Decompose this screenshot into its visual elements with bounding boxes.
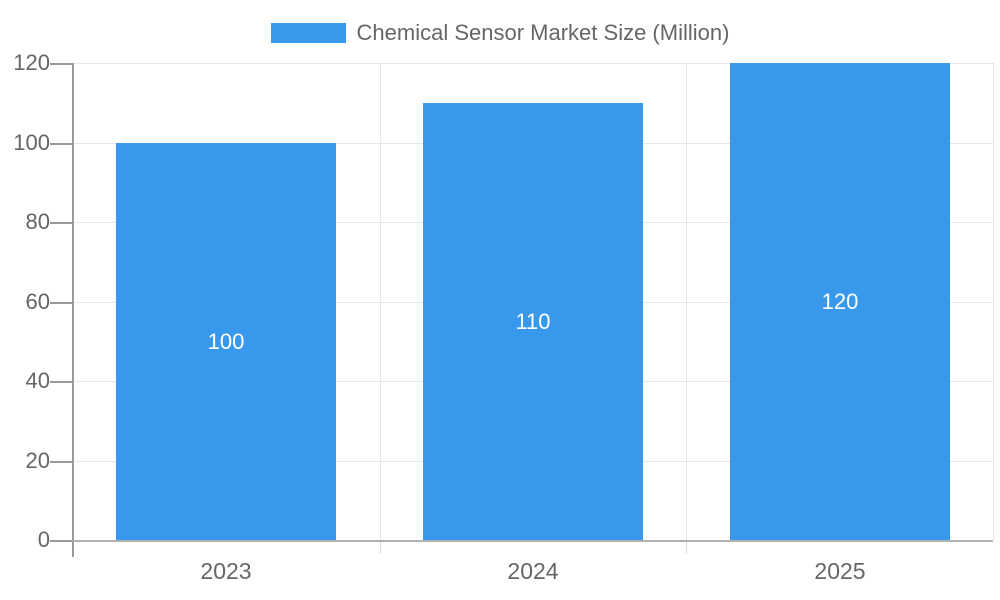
y-axis-tick [50, 540, 73, 542]
legend-label: Chemical Sensor Market Size (Million) [356, 20, 730, 45]
bar-value-label: 110 [515, 309, 551, 334]
y-axis-label: 40 [25, 368, 50, 393]
y-axis-tick [50, 302, 73, 304]
y-axis-label: 100 [13, 130, 50, 155]
y-gridline [73, 63, 993, 64]
bar-value-label: 100 [207, 329, 245, 354]
x-gridline [380, 63, 381, 540]
legend-swatch [270, 23, 346, 43]
x-axis-label: 2025 [814, 558, 866, 584]
y-axis-tick [50, 143, 73, 145]
y-axis-tick [50, 381, 73, 383]
bar[interactable] [116, 143, 336, 540]
x-axis-label: 2023 [200, 558, 252, 584]
y-axis-label: 20 [25, 448, 50, 473]
y-axis-label: 0 [37, 527, 50, 552]
x-axis-label: 2024 [507, 558, 559, 584]
bar[interactable] [730, 63, 950, 540]
legend: Chemical Sensor Market Size (Million) [0, 18, 1000, 48]
x-axis-tick [686, 542, 687, 554]
y-axis-label: 120 [13, 50, 50, 75]
plot-right-border [993, 63, 994, 540]
bar-value-label: 120 [821, 289, 859, 314]
bar[interactable] [423, 103, 643, 540]
y-axis-tick [50, 63, 73, 65]
y-axis-label: 60 [25, 289, 50, 314]
y-axis-line [72, 63, 74, 557]
x-axis-line [73, 540, 993, 542]
y-axis-label: 80 [25, 209, 50, 234]
x-axis-tick [380, 542, 381, 554]
y-axis-tick [50, 461, 73, 463]
y-axis-tick [50, 222, 73, 224]
x-gridline [686, 63, 687, 540]
